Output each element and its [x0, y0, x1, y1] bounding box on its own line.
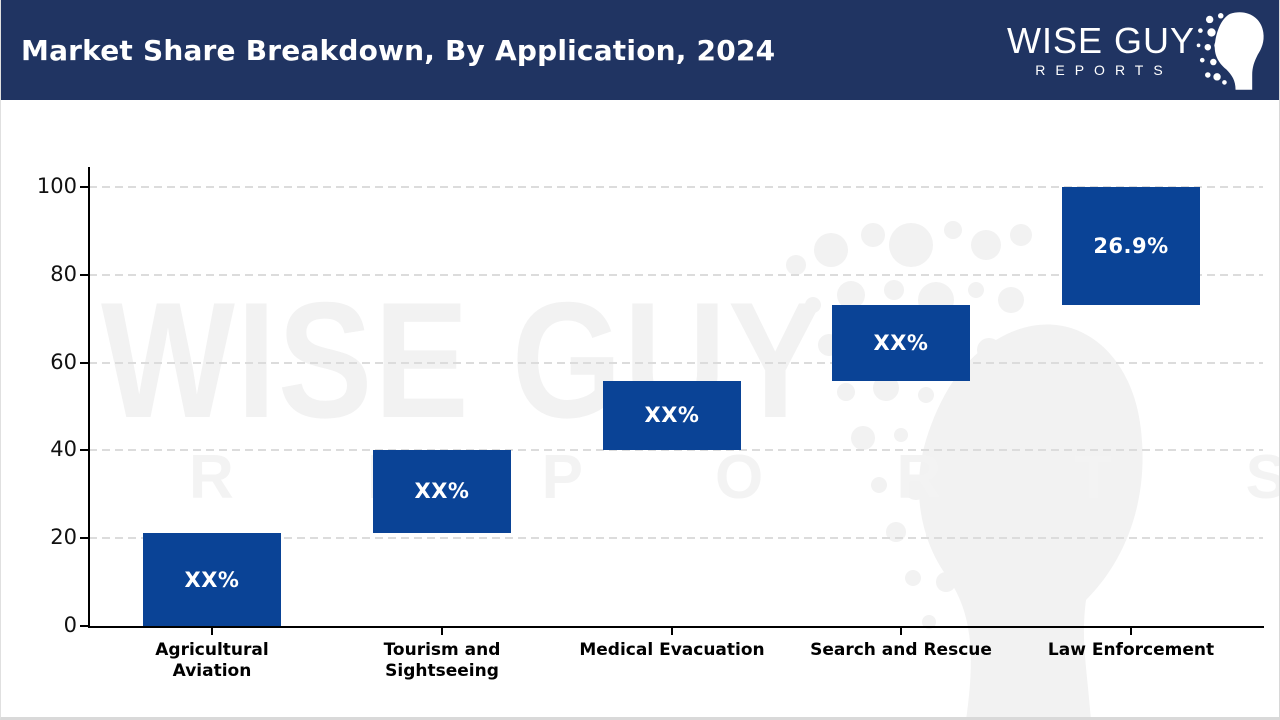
bar: XX%	[603, 381, 741, 450]
face-logo-icon	[1196, 12, 1264, 90]
bar: XX%	[143, 533, 281, 626]
bar-value-label: XX%	[644, 403, 700, 428]
gridline	[89, 537, 1263, 540]
x-axis-category-label-line: Search and Rescue	[810, 640, 992, 660]
bar-value-label: XX%	[873, 331, 929, 356]
y-tick-label: 100	[36, 174, 77, 198]
watermark-face-icon	[786, 221, 1143, 717]
bar: XX%	[373, 449, 511, 534]
brand-tagline: REPORTS	[1035, 61, 1173, 78]
y-axis-line	[88, 167, 90, 628]
y-tick-mark	[80, 625, 88, 627]
watermark-text-secondary: R E P O R T S	[189, 443, 1280, 512]
y-tick-mark	[80, 361, 88, 364]
y-tick-label: 80	[50, 261, 77, 286]
gridline	[89, 361, 1263, 364]
x-axis-category-label-line: Tourism and	[383, 640, 501, 660]
y-tick-mark	[80, 273, 88, 276]
bar-value-label: XX%	[414, 479, 470, 504]
page-title: Market Share Breakdown, By Application, …	[21, 33, 776, 67]
y-tick-label: 0	[63, 613, 77, 637]
bar: XX%	[832, 305, 970, 382]
x-axis-category-label: Medical Evacuation	[557, 640, 787, 661]
brand-logo-text: WISE GUY REPORTS	[1006, 19, 1195, 78]
x-axis-line	[88, 626, 1264, 628]
x-tick-mark	[1130, 628, 1132, 635]
x-tick-mark	[900, 628, 902, 635]
y-tick-label: 40	[50, 437, 77, 462]
y-tick-mark	[80, 449, 88, 452]
gridline	[89, 186, 1263, 188]
x-axis-category-label: Search and Rescue	[786, 640, 1016, 661]
brand-logo: WISE GUY REPORTS	[1007, 8, 1267, 92]
bar: 26.9%	[1062, 187, 1200, 306]
x-axis-category-label: Law Enforcement	[1016, 640, 1246, 661]
bar-value-label: XX%	[184, 567, 240, 592]
x-tick-mark	[671, 628, 673, 635]
brand-name: WISE GUY	[1006, 19, 1195, 61]
x-axis-category-label-line: Medical Evacuation	[579, 640, 765, 660]
x-axis-category-label-line: Sightseeing	[385, 661, 499, 681]
y-tick-label: 60	[50, 349, 77, 374]
y-tick-mark	[80, 186, 88, 188]
x-axis-category-label-line: Aviation	[172, 661, 252, 681]
bar-value-label: 26.9%	[1093, 234, 1169, 259]
x-tick-mark	[211, 628, 213, 635]
x-axis-category-label-line: Agricultural	[155, 640, 269, 660]
gridline	[89, 449, 1263, 452]
y-tick-mark	[80, 537, 88, 540]
header-bar: Market Share Breakdown, By Application, …	[1, 0, 1279, 100]
gridline	[89, 273, 1263, 276]
x-tick-mark	[441, 628, 443, 635]
x-axis-category-label-line: Law Enforcement	[1047, 640, 1215, 660]
y-tick-label: 20	[50, 525, 77, 550]
x-axis-category-label: Tourism and Sightseeing	[327, 640, 557, 682]
x-axis-category-label: Agricultural Aviation	[97, 640, 327, 682]
